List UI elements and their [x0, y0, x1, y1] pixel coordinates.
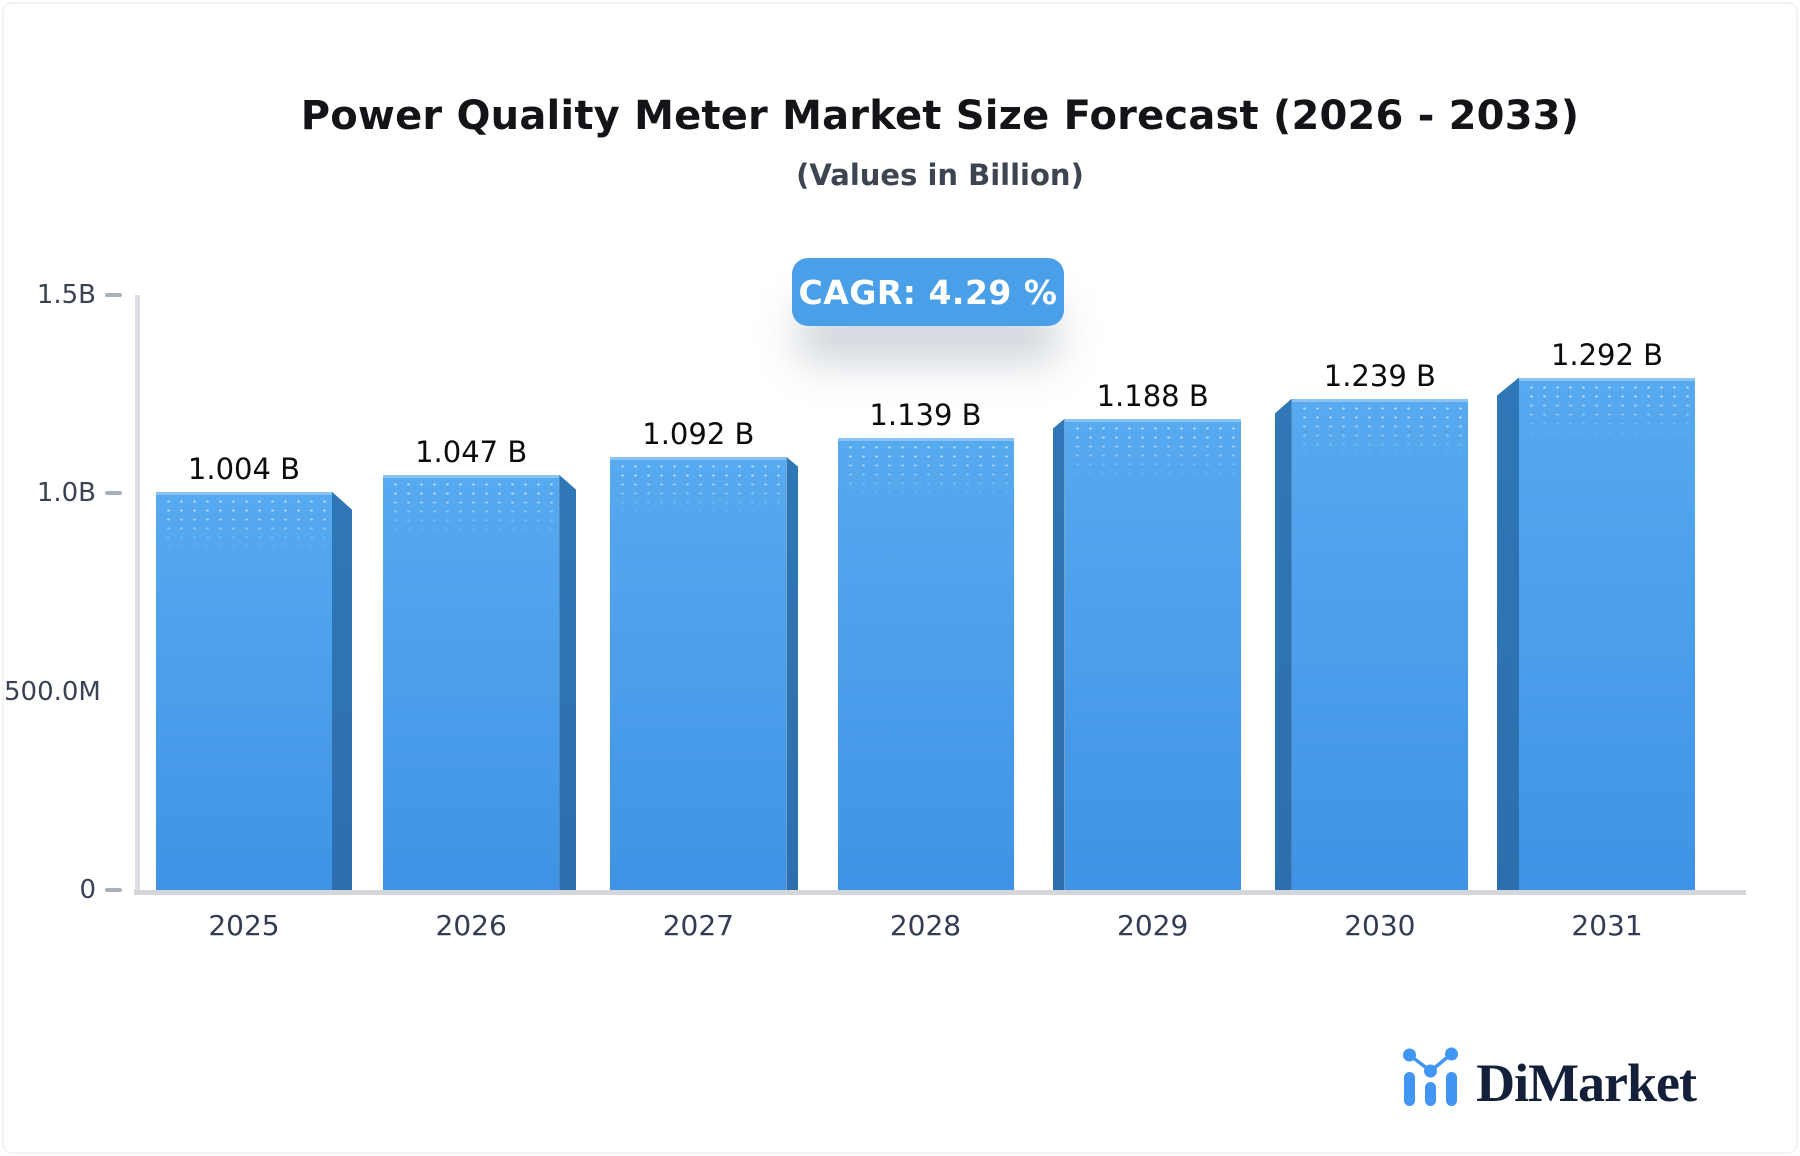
y-axis-tick [105, 888, 122, 892]
bar-2026-3d-side [559, 474, 577, 890]
bar-2027-3d-side [786, 456, 799, 890]
bar-2029-3d-side [1052, 418, 1065, 890]
y-axis-label-1.0B: 1.0B [36, 478, 96, 509]
y-axis-tick [105, 491, 122, 496]
bar-2028 [837, 438, 1014, 890]
x-axis-label-2031: 2031 [1571, 909, 1643, 942]
mini-bar-chart-icon [1403, 1047, 1459, 1106]
x-axis-label-2028: 2028 [889, 909, 962, 942]
y-axis-label-1.5B: 1.5B [36, 280, 96, 310]
x-axis-label-2029: 2029 [1117, 909, 1189, 942]
value-label-2027: 1.092 B [642, 416, 755, 451]
x-axis-label-2027: 2027 [662, 909, 734, 942]
value-label-2025: 1.004 B [187, 451, 301, 486]
bar-2025 [156, 491, 332, 890]
x-axis-label-2025: 2025 [208, 909, 280, 942]
bar-2030-3d-side [1274, 398, 1292, 890]
x-axis-label-2026: 2026 [435, 909, 507, 942]
bar-2031 [1519, 377, 1696, 890]
y-axis-tick [105, 293, 122, 297]
value-label-2031: 1.292 B [1550, 337, 1664, 372]
bar-2026 [383, 474, 560, 890]
value-label-2029: 1.188 B [1096, 378, 1209, 413]
dimarket-logo: DiMarket [1398, 1046, 1697, 1113]
y-axis-line [135, 295, 140, 890]
cagr-badge: CAGR: 4.29 % [792, 258, 1064, 326]
value-label-2028: 1.139 B [869, 398, 982, 433]
y-axis-label-0: 0 [79, 875, 96, 905]
chart-subtitle: (Values in Billion) [796, 158, 1084, 192]
bar-2029 [1064, 418, 1241, 890]
bar-2025-3d-side [332, 491, 352, 890]
logo-text: DiMarket [1476, 1053, 1697, 1113]
bar-2031-3d-side [1497, 377, 1520, 890]
value-label-2026: 1.047 B [415, 434, 528, 469]
chart-title: Power Quality Meter Market Size Forecast… [300, 93, 1580, 139]
value-label-2030: 1.239 B [1323, 358, 1436, 393]
x-axis-label-2030: 2030 [1344, 909, 1416, 942]
bar-2027 [610, 456, 787, 890]
cagr-badge-label: CAGR: 4.29 % [798, 272, 1058, 312]
chart-header: Power Quality Meter Market Size Forecast… [134, 92, 1746, 192]
bar-2030 [1291, 398, 1468, 890]
x-axis-line [134, 890, 1746, 895]
y-axis-label-500.0M: 500.0M [4, 676, 101, 707]
